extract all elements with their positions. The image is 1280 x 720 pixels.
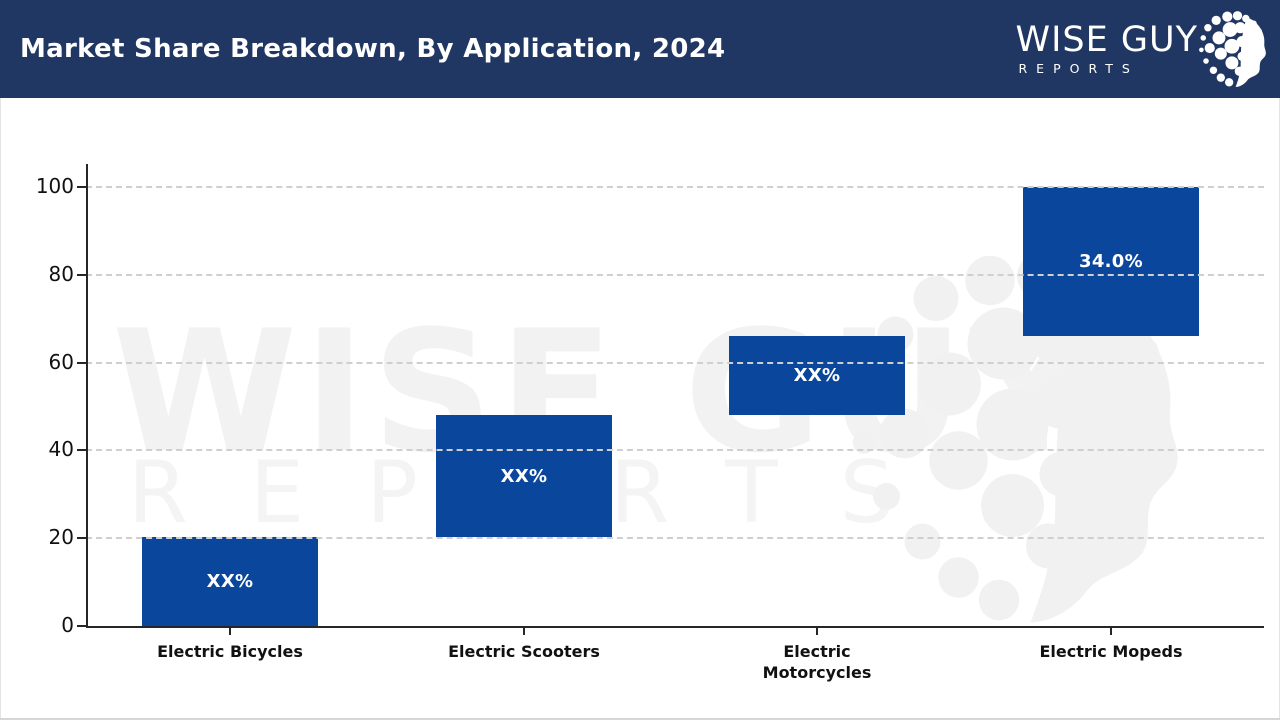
x-axis-label-electric-scooters: Electric Scooters [448, 642, 600, 661]
bar-value-label-electric-motorcycles: XX% [793, 365, 841, 387]
y-gridline-40 [86, 449, 1264, 452]
x-axis-label-electric-mopeds: Electric Mopeds [1039, 642, 1183, 661]
y-axis-spine [86, 164, 88, 628]
bar-electric-motorcycles: XX% [729, 336, 905, 416]
y-tick-label-20: 20 [48, 525, 74, 550]
x-axis-spine [86, 626, 1264, 628]
logo-subtext: REPORTS [1018, 60, 1139, 76]
y-tick-mark-40 [77, 449, 86, 452]
y-tick-mark-80 [77, 273, 86, 276]
bar-electric-scooters: XX% [436, 415, 612, 537]
bar-electric-bicycles: XX% [142, 536, 318, 626]
y-tick-mark-0 [77, 625, 86, 627]
x-tick-mark-electric-scooters [523, 626, 525, 635]
y-gridline-80 [86, 273, 1264, 276]
logo-text: WISE GUY REPORTS [1015, 19, 1198, 76]
bar-electric-mopeds: 34.0% [1023, 187, 1199, 337]
y-tick-label-40: 40 [48, 437, 74, 462]
logo-dotted-head-icon [1199, 11, 1266, 87]
y-tick-mark-20 [77, 537, 86, 540]
page-left-border [0, 98, 1, 720]
bar-value-label-electric-bicycles: XX% [206, 570, 254, 592]
y-gridline-60 [86, 361, 1264, 364]
y-gridline-100 [86, 186, 1264, 188]
y-gridline-20 [86, 537, 1264, 540]
bar-value-label-electric-scooters: XX% [500, 465, 548, 487]
y-tick-mark-60 [77, 361, 86, 364]
bar-value-label-electric-mopeds: 34.0% [1079, 251, 1143, 273]
y-tick-mark-100 [77, 186, 86, 188]
logo-wordmark: WISE GUY [1015, 19, 1198, 60]
x-tick-mark-electric-mopeds [1110, 626, 1112, 635]
header-banner: Market Share Breakdown, By Application, … [0, 0, 1280, 98]
x-tick-mark-electric-bicycles [229, 626, 231, 635]
y-tick-label-100: 100 [35, 174, 74, 198]
y-tick-label-0: 0 [61, 613, 74, 637]
x-tick-mark-electric-motorcycles [816, 626, 818, 635]
y-tick-label-80: 80 [48, 261, 74, 286]
market-share-chart: WISE GUY REPORTS 020406080100XX%Electric… [0, 98, 1280, 720]
page-bottom-border [0, 718, 1280, 720]
page-title: Market Share Breakdown, By Application, … [20, 34, 726, 64]
x-axis-label-electric-motorcycles: Electric Motorcycles [762, 642, 872, 683]
x-axis-label-electric-bicycles: Electric Bicycles [157, 642, 303, 661]
wise-guy-reports-logo: WISE GUY REPORTS [1015, 8, 1268, 90]
y-tick-label-60: 60 [48, 349, 74, 374]
